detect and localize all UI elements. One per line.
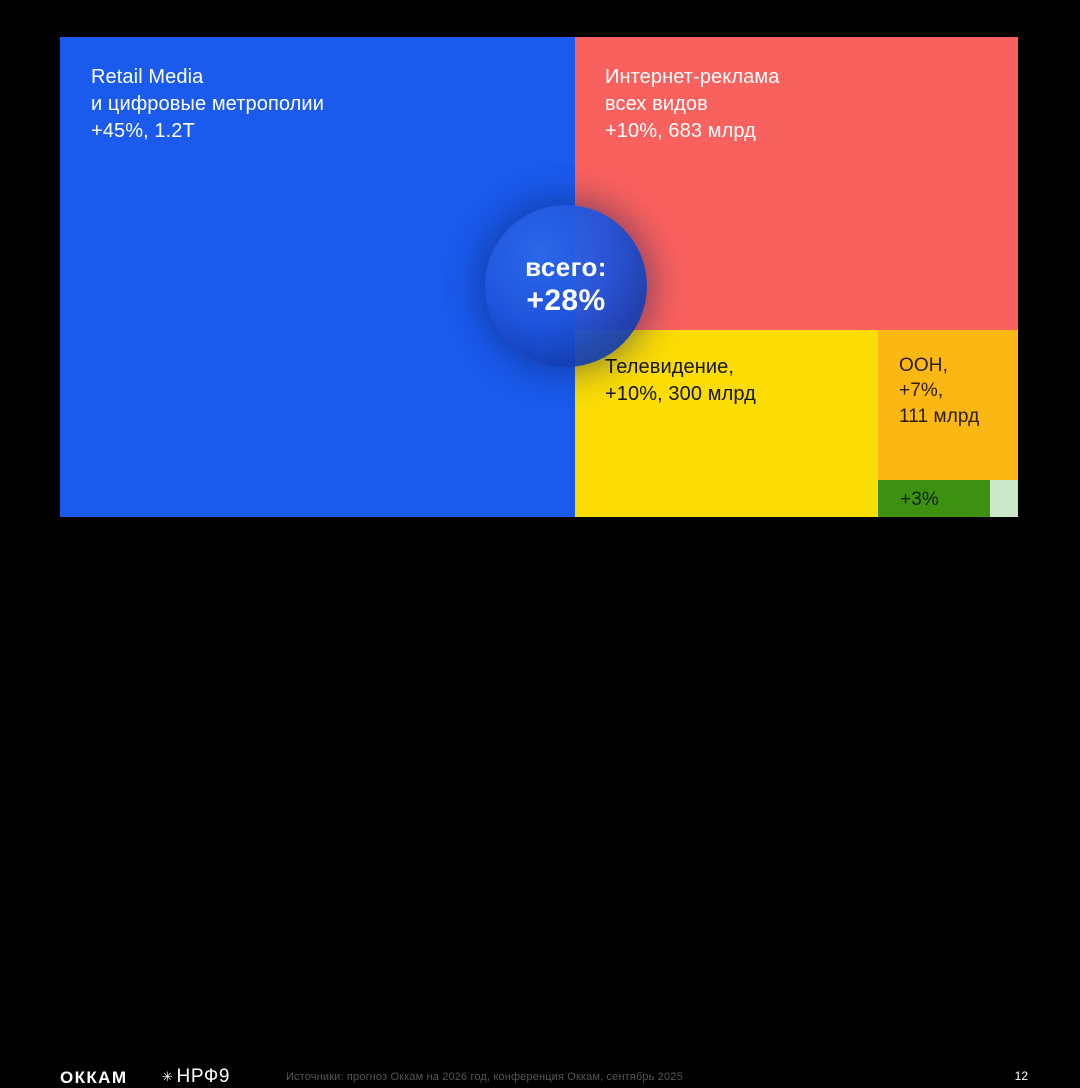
treemap-block-other-green-label: +3% (900, 489, 939, 510)
nrf-star-icon: ✳ (162, 1068, 174, 1084)
treemap-block-television[interactable]: Телевидение, +10%, 300 млрд (575, 330, 878, 517)
treemap-block-retail-media-label: Retail Media и цифровые метрополии +45%,… (91, 66, 324, 142)
nrf-logo: ✳ НРФ9 (162, 1066, 230, 1088)
treemap-chart: Retail Media и цифровые метрополии +45%,… (60, 37, 1018, 517)
treemap-block-internet-advertising-label: Интернет-реклама всех видов +10%, 683 мл… (605, 66, 780, 142)
nrf-logo-text: НРФ9 (176, 1066, 231, 1087)
treemap-block-internet-advertising[interactable]: Интернет-реклама всех видов +10%, 683 мл… (575, 37, 1018, 330)
slide-canvas: Retail Media и цифровые метрополии +45%,… (0, 37, 1080, 1087)
treemap-block-television-label: Телевидение, +10%, 300 млрд (605, 356, 756, 405)
okkam-logo-text: ОККАМ (60, 1068, 128, 1087)
total-growth-value: +28% (526, 284, 606, 318)
total-growth-label: всего: (525, 252, 607, 283)
treemap-block-other-green[interactable]: +3% (878, 480, 990, 517)
treemap-block-ooh[interactable]: ООН, +7%, 111 млрд (878, 330, 1018, 480)
total-growth-badge: всего: +28% (485, 205, 647, 367)
page-number: 12 (1014, 1069, 1028, 1083)
okkam-logo: ОККАМ (60, 1068, 127, 1088)
treemap-block-residual-mint (990, 480, 1018, 517)
sources-note: Источники: прогноз Оккам на 2026 год, ко… (286, 1071, 683, 1083)
slide-footer: ОККАМ ✳ НРФ9 Источники: прогноз Оккам на… (0, 517, 1080, 1087)
treemap-block-ooh-label: ООН, +7%, 111 млрд (899, 355, 980, 427)
